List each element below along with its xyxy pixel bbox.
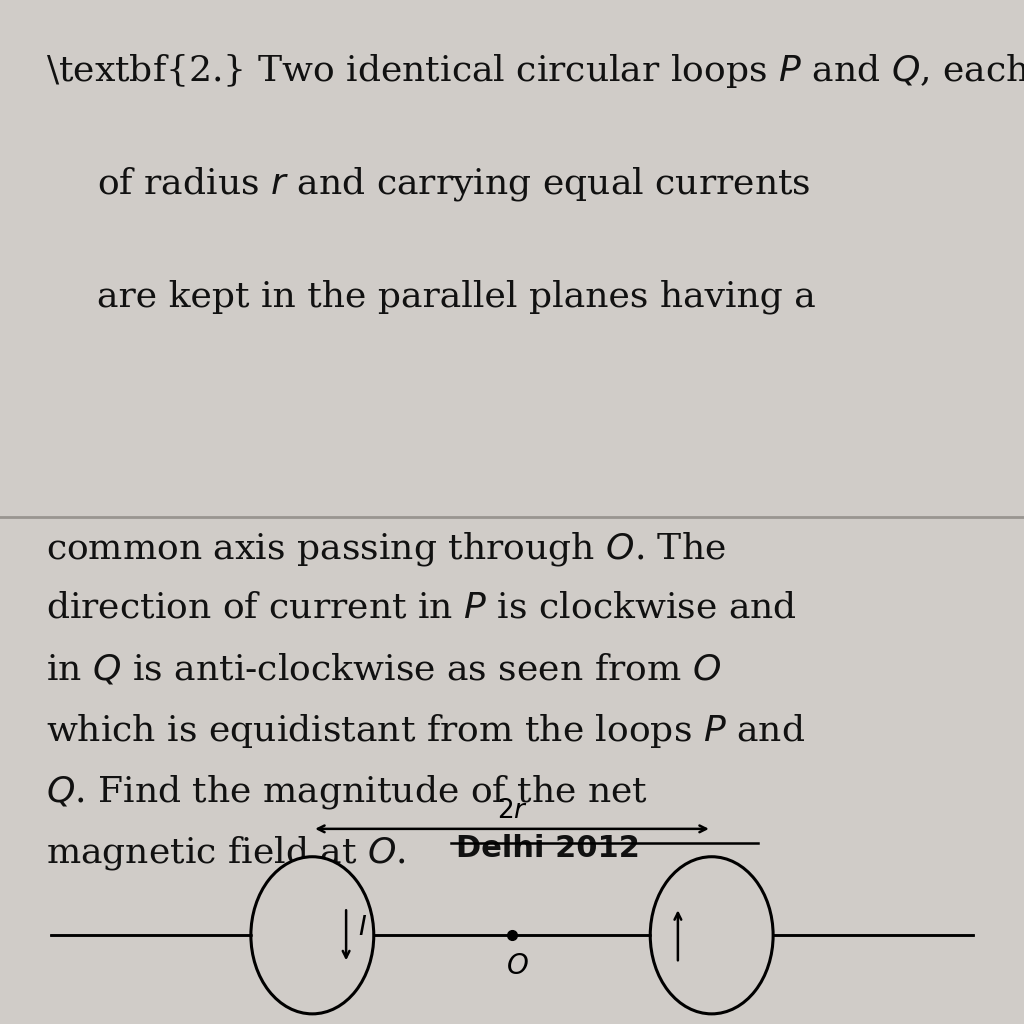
Text: $I$: $I$ [358, 915, 368, 940]
Text: magnetic field at $O$.: magnetic field at $O$. [46, 834, 406, 871]
Ellipse shape [650, 857, 773, 1014]
Text: $O$: $O$ [506, 953, 528, 980]
Text: in $Q$ is anti-clockwise as seen from $O$: in $Q$ is anti-clockwise as seen from $O… [46, 651, 721, 686]
Text: are kept in the parallel planes having a: are kept in the parallel planes having a [97, 280, 816, 313]
Text: \textbf{2.} Two identical circular loops $P$ and $Q$, each: \textbf{2.} Two identical circular loops… [46, 51, 1024, 90]
Text: Delhi 2012: Delhi 2012 [456, 834, 640, 863]
Text: which is equidistant from the loops $P$ and: which is equidistant from the loops $P$ … [46, 713, 805, 751]
Text: of radius $r$ and carrying equal currents: of radius $r$ and carrying equal current… [97, 166, 811, 204]
Ellipse shape [251, 857, 374, 1014]
Text: common axis passing through $O$. The: common axis passing through $O$. The [46, 529, 726, 567]
Text: $Q$. Find the magnitude of the net: $Q$. Find the magnitude of the net [46, 773, 648, 811]
Text: direction of current in $P$ is clockwise and: direction of current in $P$ is clockwise… [46, 591, 797, 625]
Text: $2r$: $2r$ [497, 798, 527, 822]
